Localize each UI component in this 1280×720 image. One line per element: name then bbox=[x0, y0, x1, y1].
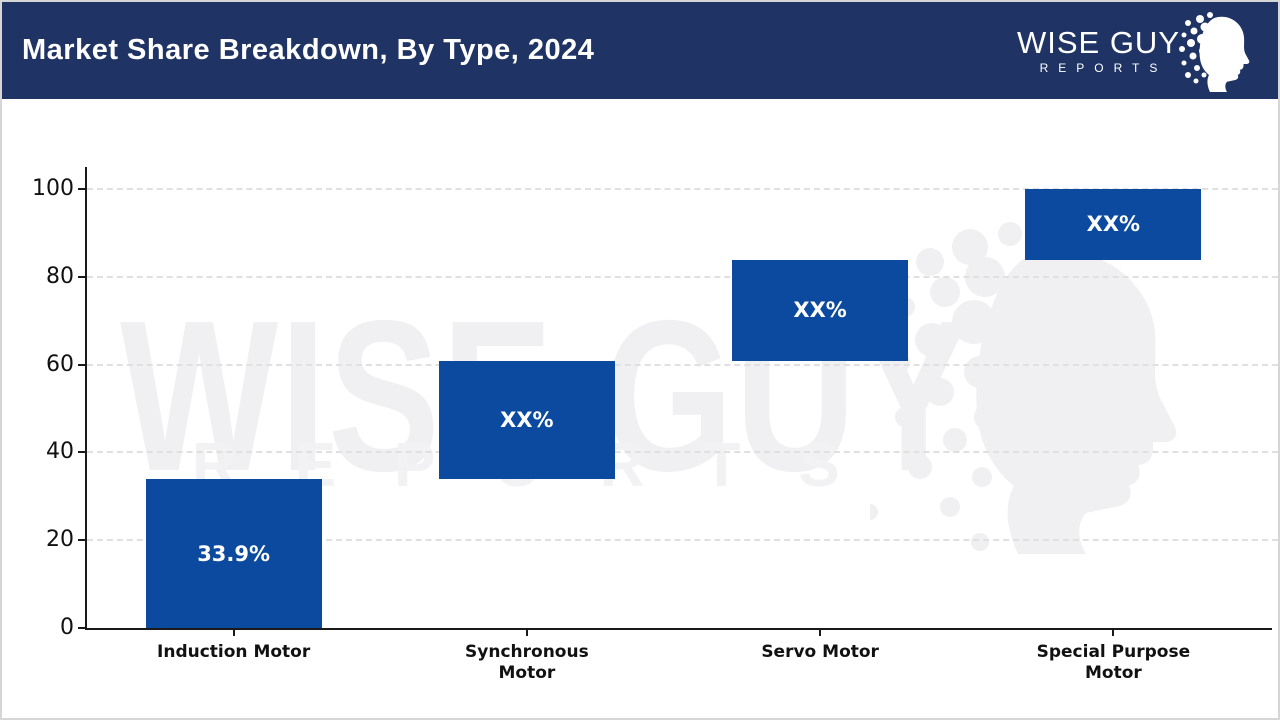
y-tick-mark bbox=[78, 188, 87, 190]
x-category-label: Induction Motor bbox=[157, 642, 311, 662]
y-tick-label-60: 60 bbox=[46, 351, 74, 377]
page-title: Market Share Breakdown, By Type, 2024 bbox=[22, 34, 595, 66]
bar-value-label: 33.9% bbox=[197, 541, 271, 566]
logo-wordmark: WISE GUY bbox=[1016, 25, 1180, 60]
logo-head-icon bbox=[1179, 11, 1250, 92]
y-tick-mark bbox=[78, 451, 87, 454]
logo-text: WISE GUY REPORTS bbox=[1017, 27, 1180, 74]
y-axis-line bbox=[85, 167, 87, 630]
wise-guy-logo: WISE GUY REPORTS bbox=[1017, 9, 1252, 93]
bar-segment: 33.9% bbox=[145, 479, 322, 628]
x-tick-mark bbox=[232, 628, 235, 636]
logo-subtitle: REPORTS bbox=[1039, 61, 1168, 75]
bar-value-label: XX% bbox=[500, 408, 554, 433]
bar-value-label: XX% bbox=[793, 298, 847, 323]
bar-segment: XX% bbox=[438, 361, 615, 480]
gridline-20 bbox=[87, 539, 1278, 542]
x-category-label: Servo Motor bbox=[761, 642, 879, 662]
y-tick-mark bbox=[78, 363, 87, 366]
y-tick-mark bbox=[78, 275, 87, 278]
y-tick-label-100: 100 bbox=[32, 176, 74, 201]
bar-value-label: XX% bbox=[1086, 212, 1141, 237]
y-tick-label-40: 40 bbox=[46, 439, 74, 465]
bar-segment: XX% bbox=[732, 259, 909, 362]
watermark-head-icon bbox=[870, 222, 1177, 554]
y-tick-label-0: 0 bbox=[60, 615, 74, 640]
y-tick-label-20: 20 bbox=[46, 527, 74, 553]
y-tick-mark bbox=[78, 627, 87, 629]
x-tick-mark bbox=[819, 628, 822, 636]
x-category-label: Synchronous Motor bbox=[465, 642, 589, 684]
gridline-100 bbox=[87, 188, 1278, 190]
bar-segment: XX% bbox=[1025, 189, 1202, 260]
gridline-80 bbox=[87, 275, 1278, 278]
x-tick-mark bbox=[1112, 628, 1115, 636]
gridline-60 bbox=[87, 363, 1278, 366]
x-axis-line bbox=[85, 628, 1272, 630]
y-tick-label-80: 80 bbox=[46, 263, 74, 289]
y-tick-mark bbox=[78, 539, 87, 542]
x-category-label: Special Purpose Motor bbox=[1036, 642, 1191, 684]
x-tick-mark bbox=[525, 628, 528, 636]
gridline-40 bbox=[87, 451, 1278, 454]
header-band: Market Share Breakdown, By Type, 2024 WI… bbox=[2, 2, 1278, 99]
